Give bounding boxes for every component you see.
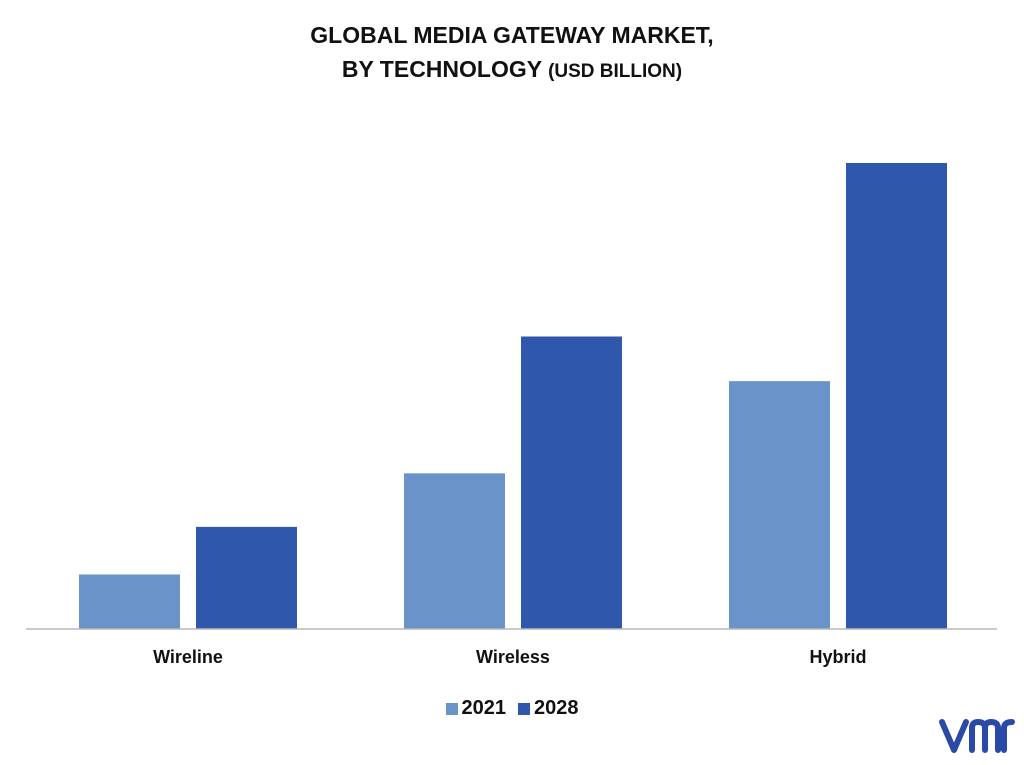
bar-wireless-2021 — [404, 473, 505, 629]
bar-chart: Wireline Wireless Hybrid — [26, 163, 997, 667]
legend-swatch-2028 — [518, 702, 530, 715]
chart-title-line2: BY TECHNOLOGY (USD BILLION) — [0, 52, 1024, 89]
x-tick-label-hybrid: Hybrid — [809, 647, 866, 667]
bar-wireless-2028 — [521, 336, 622, 629]
x-tick-labels: Wireline Wireless Hybrid — [153, 647, 866, 667]
x-tick-label-wireline: Wireline — [153, 647, 223, 667]
legend-label-2021: 2021 — [461, 697, 507, 719]
chart-title-main: BY TECHNOLOGY — [341, 56, 542, 82]
chart-title: GLOBAL MEDIA GATEWAY MARKET, BY TECHNOLO… — [0, 18, 1024, 89]
bar-hybrid-2028 — [846, 163, 947, 629]
chart-title-line1: GLOBAL MEDIA GATEWAY MARKET, — [310, 22, 714, 48]
bar-wireline-2028 — [196, 526, 297, 629]
legend-swatch-2021 — [445, 702, 458, 715]
bar-hybrid-2021 — [729, 381, 830, 629]
bars-layer — [79, 163, 947, 629]
legend: 2021 2028 — [0, 697, 1024, 720]
legend-item-2028: 2028 — [518, 697, 579, 720]
chart-title-unit: (USD BILLION) — [548, 61, 683, 82]
legend-label-2028: 2028 — [534, 697, 579, 719]
legend-item-2021: 2021 — [445, 697, 507, 720]
bar-wireline-2021 — [79, 574, 180, 629]
x-tick-label-wireless: Wireless — [476, 647, 550, 667]
vmr-logo-icon — [939, 719, 1015, 753]
